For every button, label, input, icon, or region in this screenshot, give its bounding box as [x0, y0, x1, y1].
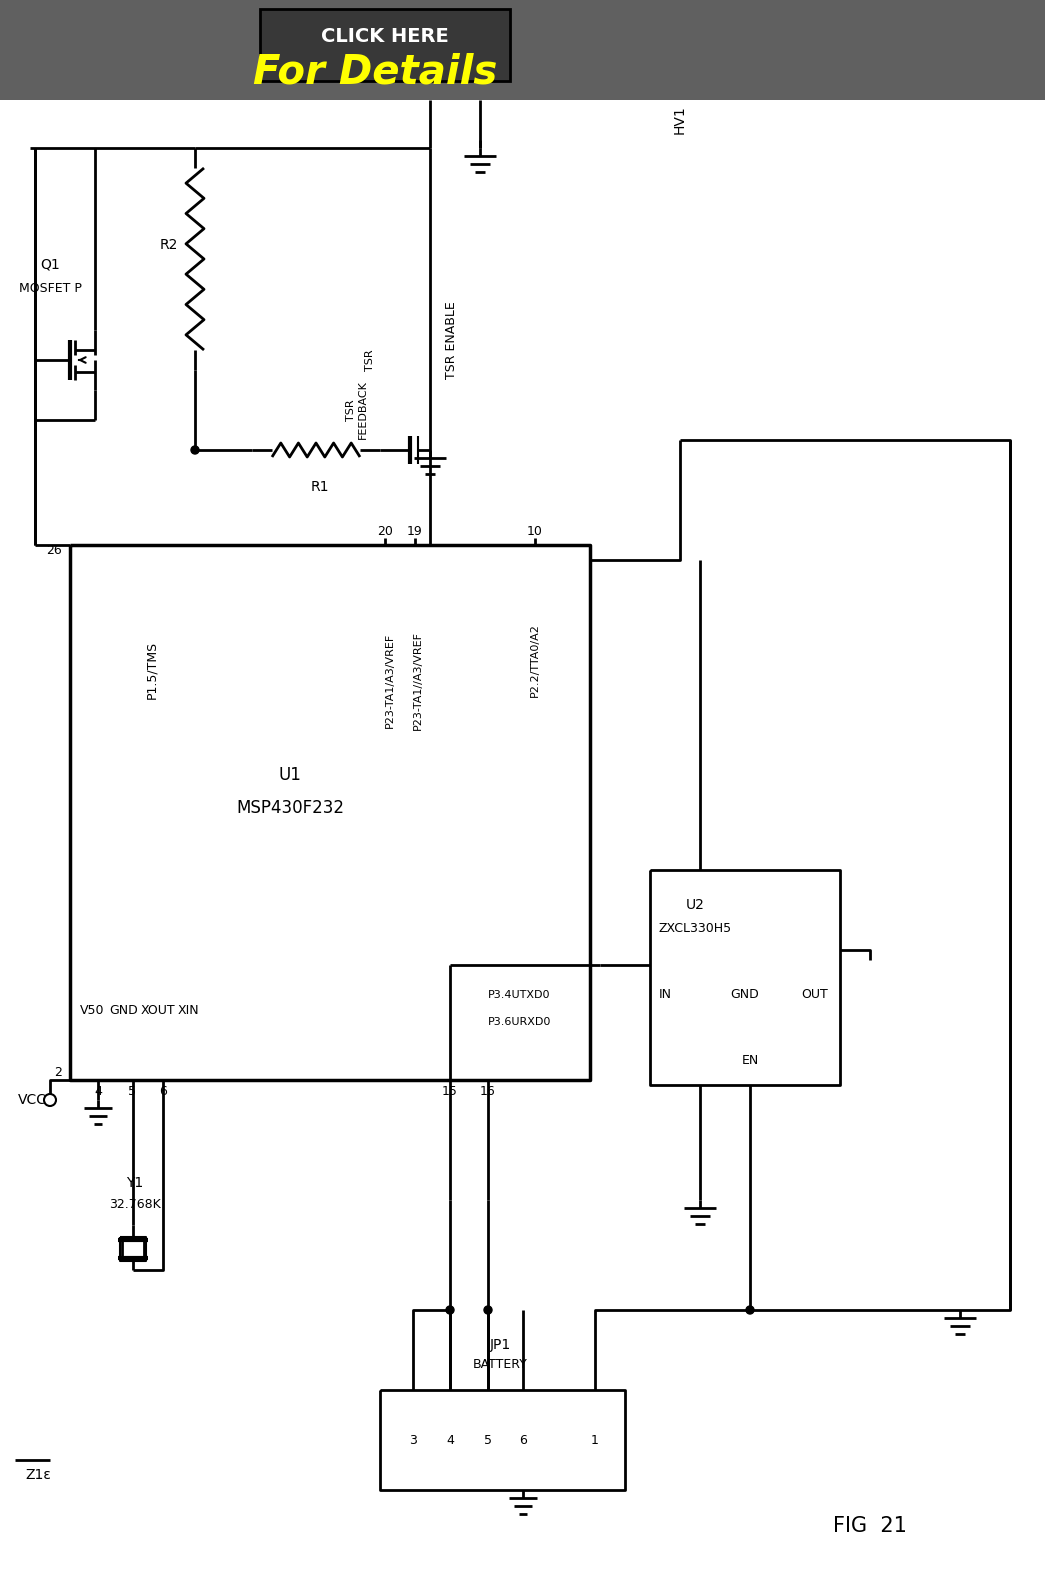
Text: EN: EN — [741, 1053, 759, 1066]
Text: FIG  21: FIG 21 — [833, 1516, 907, 1535]
Bar — [260, 10, 510, 81]
Text: 16: 16 — [480, 1085, 496, 1098]
Text: 4: 4 — [94, 1085, 102, 1098]
Text: MSP430F232: MSP430F232 — [236, 799, 344, 818]
Text: 10: 10 — [527, 525, 543, 538]
Text: V50: V50 — [79, 1004, 105, 1017]
Text: TSR ENABLE: TSR ENABLE — [445, 301, 458, 379]
Text: 4: 4 — [446, 1433, 454, 1446]
Circle shape — [746, 1306, 754, 1314]
Text: 6: 6 — [159, 1085, 167, 1098]
Text: 5: 5 — [127, 1085, 136, 1098]
Text: 6: 6 — [519, 1433, 527, 1446]
Text: P23-TA1/A3/VREF: P23-TA1/A3/VREF — [385, 632, 395, 727]
Text: P3.6URXD0: P3.6URXD0 — [488, 1017, 552, 1028]
Text: 2: 2 — [54, 1066, 62, 1080]
Text: Y1: Y1 — [126, 1176, 143, 1190]
Text: 15: 15 — [442, 1085, 458, 1098]
Text: XIN: XIN — [178, 1004, 199, 1017]
Text: 3: 3 — [409, 1433, 417, 1446]
Text: GND: GND — [110, 1004, 138, 1017]
Text: IN: IN — [658, 988, 672, 1001]
Text: VCC: VCC — [18, 1093, 46, 1107]
Text: R1: R1 — [310, 480, 329, 493]
Text: P2.2/TTA0/A2: P2.2/TTA0/A2 — [530, 624, 540, 697]
Text: P1.5/TMS: P1.5/TMS — [145, 641, 159, 698]
Text: For Details: For Details — [253, 53, 497, 92]
Text: P23-TA1//A3/VREF: P23-TA1//A3/VREF — [413, 630, 423, 730]
Text: 20: 20 — [377, 525, 393, 538]
Text: 32.768K: 32.768K — [109, 1198, 161, 1211]
Text: U1: U1 — [279, 765, 301, 784]
Text: XOUT: XOUT — [141, 1004, 176, 1017]
Text: HV1: HV1 — [673, 105, 687, 134]
Circle shape — [484, 1306, 492, 1314]
Text: JP1: JP1 — [489, 1338, 511, 1352]
Bar — [0, 0, 1045, 100]
Text: 5: 5 — [484, 1433, 492, 1446]
Circle shape — [191, 445, 199, 453]
Text: Z1ε: Z1ε — [25, 1468, 51, 1481]
Text: Q1: Q1 — [40, 258, 60, 272]
Text: ZXCL330H5: ZXCL330H5 — [658, 921, 732, 934]
Text: P3.4UTXD0: P3.4UTXD0 — [488, 990, 551, 1001]
Text: OUT: OUT — [802, 988, 829, 1001]
Text: CLICK HERE: CLICK HERE — [321, 27, 449, 46]
Circle shape — [446, 1306, 454, 1314]
Text: R2: R2 — [160, 239, 178, 251]
Text: MOSFET P: MOSFET P — [19, 282, 82, 294]
Text: 19: 19 — [408, 525, 423, 538]
Text: 26: 26 — [46, 544, 62, 557]
Text: TSR: TSR — [365, 348, 375, 371]
Text: GND: GND — [730, 988, 760, 1001]
Text: 1: 1 — [591, 1433, 599, 1446]
Text: U2: U2 — [686, 897, 704, 912]
Text: TSR
FEEDBACK: TSR FEEDBACK — [346, 380, 368, 439]
Text: BATTERY: BATTERY — [472, 1359, 528, 1371]
